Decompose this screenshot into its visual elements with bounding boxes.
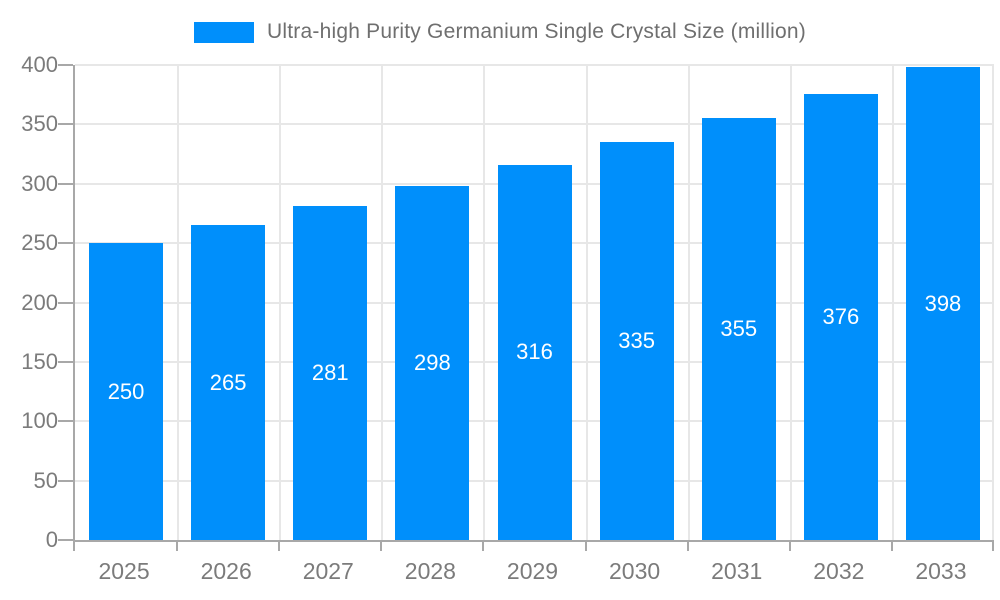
gridline-vertical [992,65,994,540]
x-tick-label: 2029 [506,558,559,584]
y-tick-label: 200 [21,289,58,315]
legend[interactable]: Ultra-high Purity Germanium Single Cryst… [0,20,1000,44]
x-axis-labels: 2025 2026 2027 2028 2029 2030 2031 2032 2033 [73,558,992,586]
y-axis-tick [58,479,73,482]
bar-2029[interactable]: 316 [497,164,572,540]
y-tick-label: 0 [45,527,58,552]
y-axis-tick [58,420,73,423]
gridline-vertical [177,65,180,540]
gridline-vertical [279,65,282,540]
gridline-vertical [687,65,690,540]
plot-area: 250 265 281 298 316 335 355 376 398 [58,64,994,551]
x-tick-label: 2028 [404,558,456,584]
y-tick-label: 350 [21,111,58,137]
bar-value-label: 335 [618,328,655,354]
gridline-vertical [483,65,486,540]
bar-value-label: 316 [516,339,553,365]
x-axis-tick [278,542,281,551]
x-axis-tick [788,542,791,551]
bar-value-label: 376 [822,303,860,329]
bar-value-label: 398 [924,290,962,316]
y-tick-label: 100 [21,408,58,434]
gridline-horizontal [75,64,994,66]
bar-value-label: 298 [414,350,451,376]
bar-value-label: 355 [720,316,758,342]
x-axis-tick [890,542,893,551]
gridline-vertical [381,65,384,540]
bar-2027[interactable]: 281 [293,206,368,540]
gridline-vertical [585,65,588,540]
y-axis-labels: 0 50 100 150 200 250 300 350 400 [0,53,58,552]
y-tick-label: 150 [21,348,58,374]
y-axis-tick [58,360,73,363]
x-axis-tick [380,542,383,551]
bar-2030[interactable]: 335 [599,142,674,540]
x-tick-label: 2031 [711,558,763,584]
bar-value-label: 265 [209,369,247,395]
bar-2025[interactable]: 250 [89,243,164,540]
x-tick-label: 2033 [915,558,967,584]
x-axis-tick [992,542,994,551]
x-axis-tick [176,542,179,551]
x-axis-tick [482,542,485,551]
bar-2028[interactable]: 298 [395,186,470,540]
x-tick-label: 2025 [98,558,150,584]
gridline-vertical [789,65,792,540]
legend-swatch [194,21,255,43]
x-tick-label: 2032 [813,558,865,584]
x-tick-label: 2026 [200,558,252,584]
gridline-vertical [891,65,894,540]
y-axis-tick [58,301,73,304]
x-tick-label: 2027 [302,558,354,584]
y-axis-tick [58,123,73,126]
y-axis-tick [58,182,73,185]
y-tick-label: 250 [21,230,58,256]
y-tick-label: 400 [21,52,58,77]
y-tick-label: 50 [33,467,58,493]
x-axis-tick [686,542,689,551]
y-axis-tick [58,64,73,66]
bar-2031[interactable]: 355 [701,118,776,540]
bar-value-label: 281 [311,360,349,386]
bar-2026[interactable]: 265 [191,225,266,540]
bar-2032[interactable]: 376 [803,93,878,540]
y-axis-tick [58,539,73,541]
gridline-horizontal [75,123,994,126]
legend-series-label: Ultra-high Purity Germanium Single Cryst… [267,20,806,43]
x-axis-tick [584,542,587,551]
bar-2033[interactable]: 398 [905,67,980,540]
x-axis-tick [73,542,75,551]
bar-value-label: 250 [107,378,145,404]
y-axis-tick [58,242,73,245]
y-tick-label: 300 [21,170,58,196]
x-tick-label: 2030 [609,558,661,584]
